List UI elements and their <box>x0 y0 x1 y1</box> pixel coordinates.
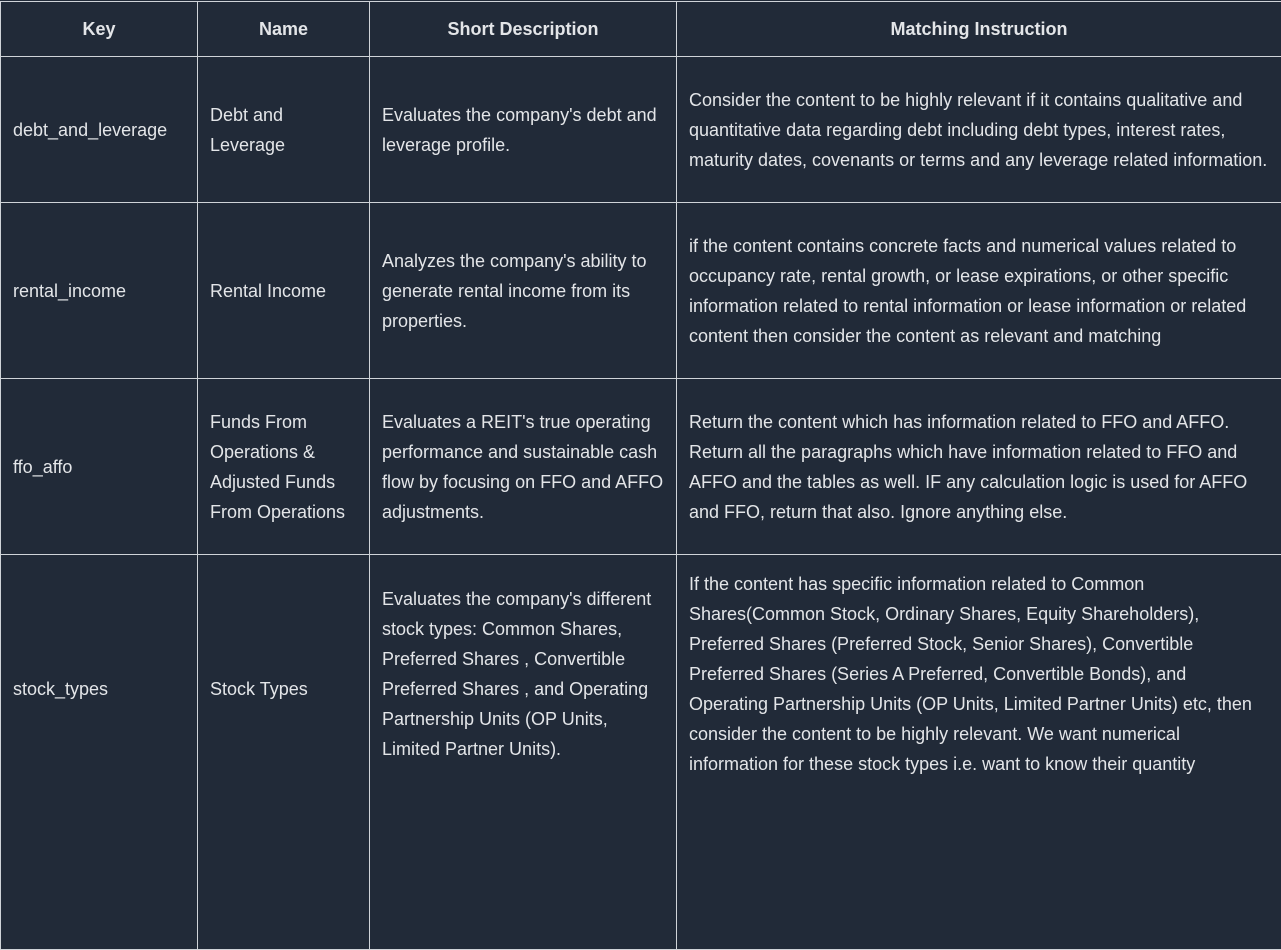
cell-description: Analyzes the company's ability to genera… <box>370 203 677 379</box>
header-short-description: Short Description <box>370 2 677 57</box>
header-key: Key <box>1 2 198 57</box>
table-row: debt_and_leverage Debt and Leverage Eval… <box>1 57 1281 203</box>
table-row: ffo_affo Funds From Operations & Adjuste… <box>1 379 1281 555</box>
cell-instruction: if the content contains concrete facts a… <box>677 203 1281 379</box>
cell-instruction: If the content has specific information … <box>677 555 1281 950</box>
header-name: Name <box>198 2 370 57</box>
cell-name: Debt and Leverage <box>198 57 370 203</box>
cell-key: rental_income <box>1 203 198 379</box>
cell-key: stock_types <box>1 555 198 950</box>
cell-key: debt_and_leverage <box>1 57 198 203</box>
cell-key: ffo_affo <box>1 379 198 555</box>
table-row: stock_types Stock Types Evaluates the co… <box>1 555 1281 950</box>
cell-description: Evaluates the company's different stock … <box>370 555 677 950</box>
header-row: Key Name Short Description Matching Inst… <box>1 2 1281 57</box>
cell-instruction: Return the content which has information… <box>677 379 1281 555</box>
cell-name: Rental Income <box>198 203 370 379</box>
cell-name: Stock Types <box>198 555 370 950</box>
cell-instruction: Consider the content to be highly releva… <box>677 57 1281 203</box>
cell-description: Evaluates the company's debt and leverag… <box>370 57 677 203</box>
cell-description: Evaluates a REIT's true operating perfor… <box>370 379 677 555</box>
header-matching-instruction: Matching Instruction <box>677 2 1281 57</box>
table-row: rental_income Rental Income Analyzes the… <box>1 203 1281 379</box>
cell-name: Funds From Operations & Adjusted Funds F… <box>198 379 370 555</box>
